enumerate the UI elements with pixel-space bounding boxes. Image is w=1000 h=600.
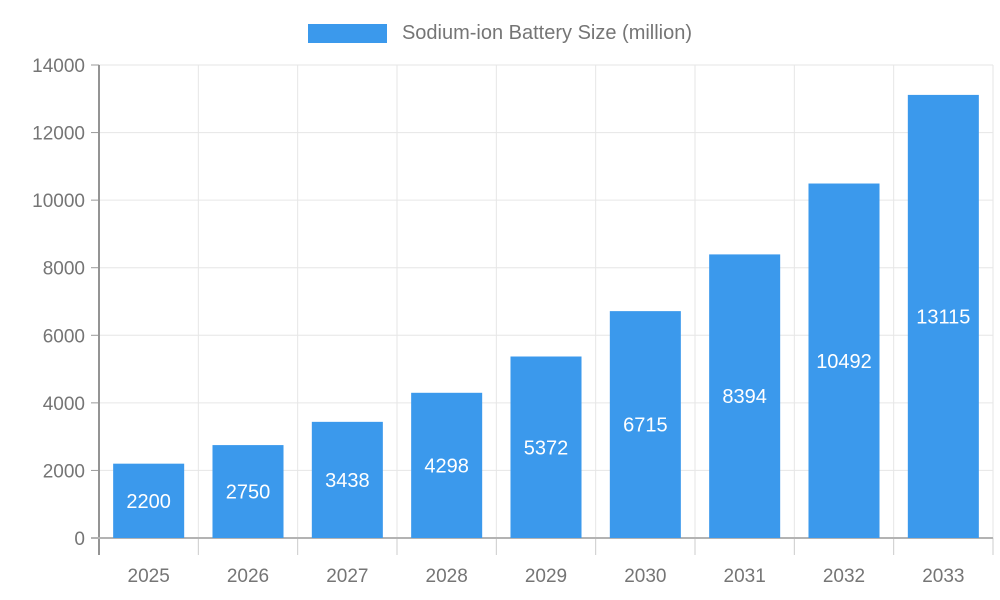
bar-2029[interactable]	[510, 356, 582, 538]
x-axis-label: 2029	[525, 566, 567, 587]
bar-2026[interactable]	[212, 445, 284, 538]
x-axis-label: 2028	[426, 566, 468, 587]
bar-value-label: 4298	[424, 455, 469, 477]
x-axis-label: 2026	[227, 566, 269, 587]
bar-2032[interactable]	[808, 183, 880, 539]
y-axis-label: 6000	[43, 326, 85, 347]
y-axis-label: 4000	[43, 394, 85, 415]
y-axis-label: 8000	[43, 259, 85, 280]
legend-swatch	[307, 24, 387, 43]
bar-value-label: 2200	[126, 491, 171, 513]
bar-value-label: 8394	[722, 386, 767, 408]
bar-value-label: 13115	[916, 306, 970, 328]
x-axis-label: 2031	[724, 566, 766, 587]
x-axis-label: 2025	[128, 566, 170, 587]
x-axis-label: 2033	[922, 566, 964, 587]
y-axis-label: 2000	[43, 461, 85, 482]
bar-2030[interactable]	[609, 311, 681, 538]
y-axis-label: 14000	[32, 56, 85, 77]
bar-2028[interactable]	[411, 392, 483, 538]
y-axis-label: 0	[74, 529, 85, 550]
bar-2031[interactable]	[709, 254, 781, 538]
x-axis-label: 2027	[326, 566, 368, 587]
x-axis-label: 2030	[624, 566, 666, 587]
bar-value-label: 2750	[226, 482, 271, 504]
legend-label: Sodium-ion Battery Size (million)	[401, 22, 693, 44]
bar-value-label: 5372	[524, 437, 569, 459]
chart-legend[interactable]: Sodium-ion Battery Size (million)	[0, 22, 1000, 45]
bar-value-label: 10492	[816, 351, 872, 373]
bar-2027[interactable]	[311, 421, 383, 538]
y-axis-label: 12000	[32, 124, 85, 145]
y-axis-label: 10000	[32, 191, 85, 212]
x-axis-label: 2032	[823, 566, 865, 587]
bar-value-label: 6715	[623, 415, 668, 437]
bar-2025[interactable]	[113, 463, 185, 538]
bar-value-label: 3438	[325, 470, 370, 492]
bar-2033[interactable]	[907, 94, 979, 538]
